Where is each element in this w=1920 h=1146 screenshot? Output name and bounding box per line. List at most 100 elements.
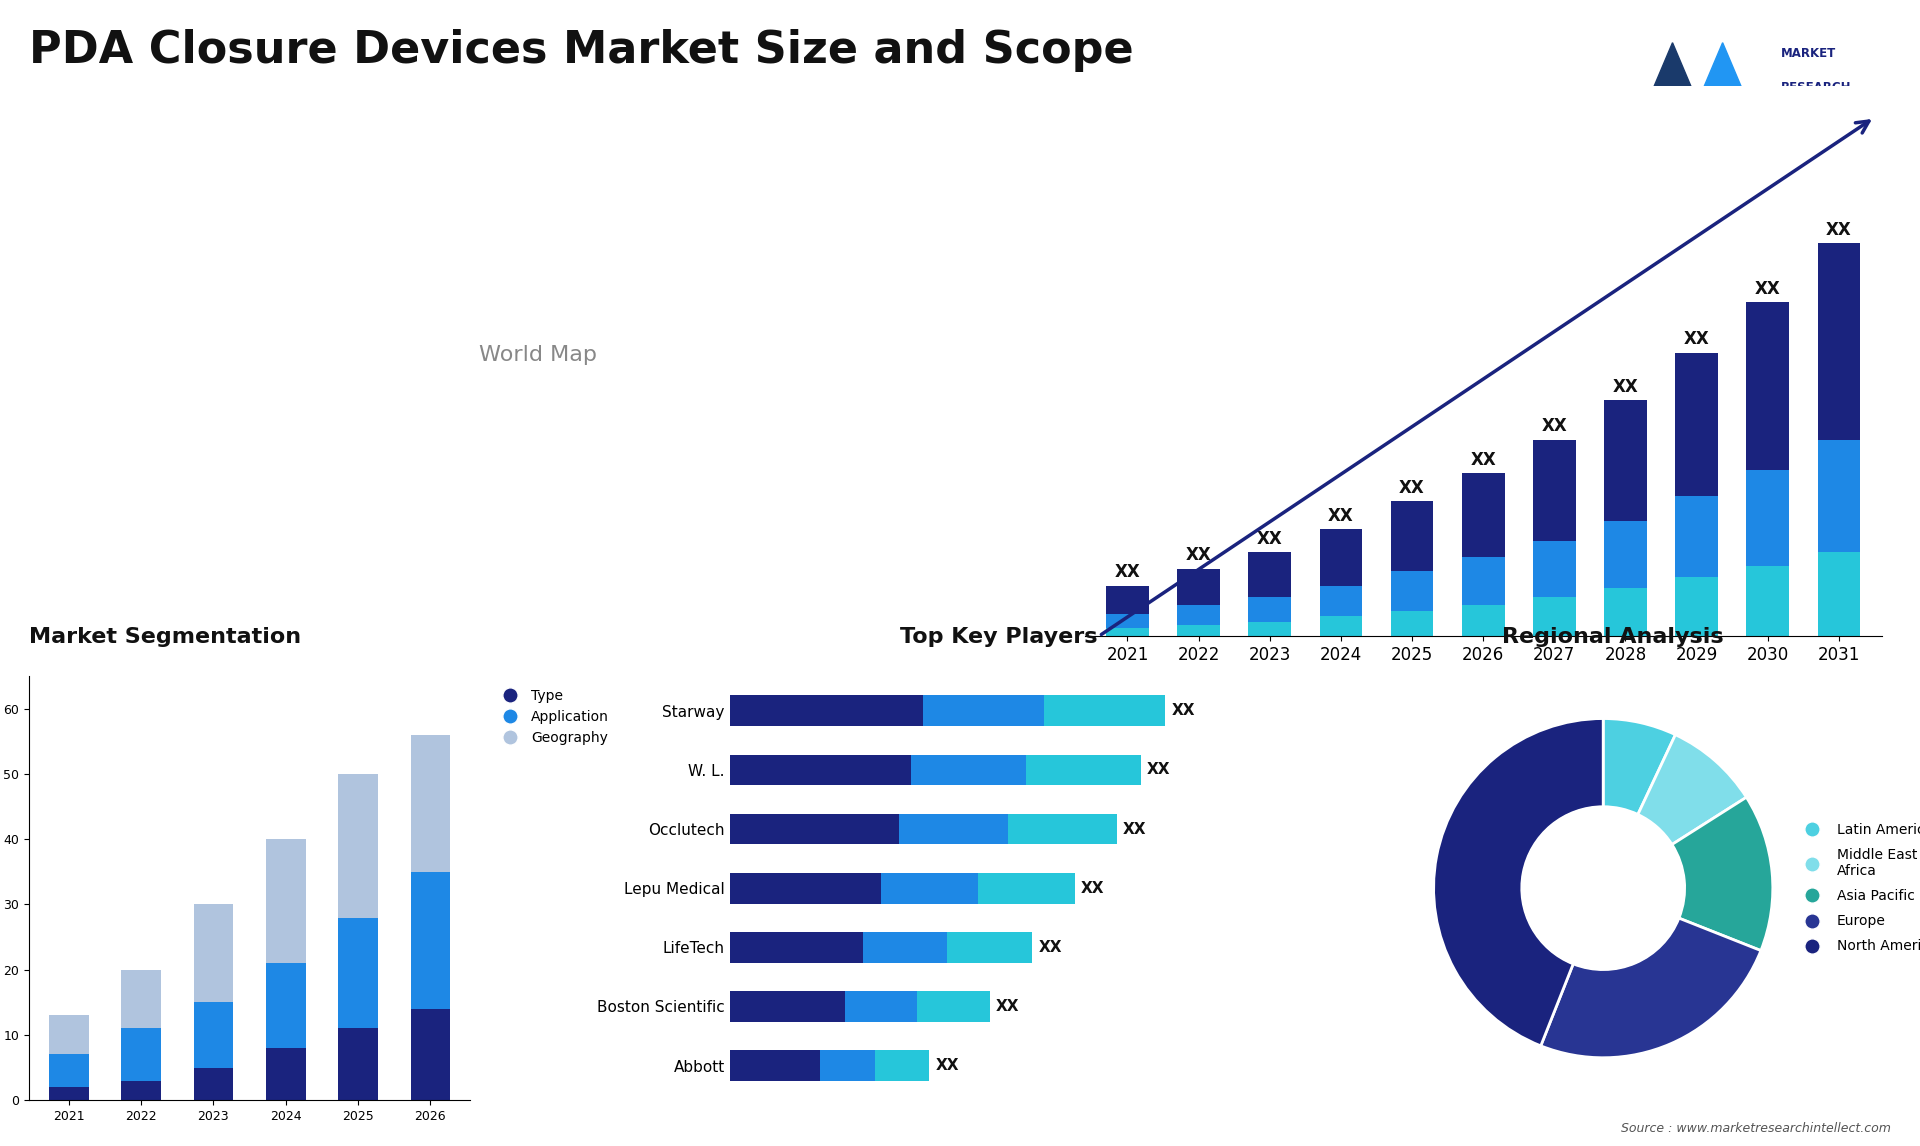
Bar: [730, 754, 912, 785]
Bar: [121, 1028, 161, 1081]
Bar: [730, 696, 924, 727]
Bar: [912, 754, 1025, 785]
Bar: [194, 1003, 234, 1068]
Text: PDA Closure Devices Market Size and Scope: PDA Closure Devices Market Size and Scop…: [29, 29, 1133, 72]
Bar: [1319, 617, 1363, 636]
Bar: [1044, 696, 1165, 727]
Bar: [1818, 243, 1860, 440]
Bar: [1248, 622, 1290, 636]
Text: INTELLECT: INTELLECT: [1782, 116, 1851, 128]
Bar: [411, 1008, 451, 1100]
Bar: [881, 873, 977, 903]
Text: MARKET: MARKET: [1782, 47, 1836, 60]
Bar: [862, 932, 947, 963]
Bar: [1025, 754, 1140, 785]
Bar: [977, 873, 1075, 903]
Text: XX: XX: [1187, 547, 1212, 565]
Bar: [1106, 628, 1148, 636]
Bar: [194, 1068, 234, 1100]
Bar: [1319, 586, 1363, 617]
Text: XX: XX: [1123, 822, 1146, 837]
Bar: [338, 918, 378, 1028]
Bar: [1248, 597, 1290, 622]
Bar: [730, 873, 881, 903]
Text: XX: XX: [1116, 564, 1140, 581]
Bar: [48, 1054, 88, 1088]
Bar: [411, 735, 451, 872]
Bar: [265, 839, 305, 963]
Bar: [48, 1015, 88, 1054]
Bar: [876, 1050, 929, 1081]
Bar: [899, 814, 1008, 845]
Bar: [1008, 814, 1117, 845]
Bar: [194, 904, 234, 1003]
Bar: [730, 991, 845, 1022]
Bar: [1603, 588, 1647, 636]
Legend: Latin America, Middle East &
Africa, Asia Pacific, Europe, North America: Latin America, Middle East & Africa, Asi…: [1793, 817, 1920, 959]
Bar: [1676, 578, 1718, 636]
Text: XX: XX: [1081, 880, 1104, 896]
Bar: [265, 963, 305, 1047]
Bar: [1248, 552, 1290, 597]
Bar: [1177, 605, 1219, 625]
Bar: [1747, 303, 1789, 471]
Text: XX: XX: [1148, 762, 1171, 777]
Wedge shape: [1672, 798, 1772, 950]
Bar: [338, 1028, 378, 1100]
Bar: [121, 970, 161, 1028]
Bar: [924, 696, 1044, 727]
Bar: [1676, 353, 1718, 496]
Bar: [1177, 568, 1219, 605]
Text: XX: XX: [1400, 479, 1425, 497]
Text: XX: XX: [1755, 280, 1780, 298]
Text: Source : www.marketresearchintellect.com: Source : www.marketresearchintellect.com: [1620, 1122, 1891, 1135]
Legend: Type, Application, Geography: Type, Application, Geography: [492, 683, 614, 751]
Bar: [730, 1050, 820, 1081]
Bar: [121, 1081, 161, 1100]
Wedge shape: [1603, 719, 1676, 815]
Wedge shape: [1434, 719, 1603, 1046]
Bar: [1390, 572, 1434, 611]
Bar: [1461, 557, 1505, 605]
Text: XX: XX: [1471, 452, 1496, 469]
Bar: [1461, 473, 1505, 557]
Bar: [1390, 611, 1434, 636]
Bar: [338, 774, 378, 918]
Polygon shape: [1678, 42, 1766, 148]
Bar: [1461, 605, 1505, 636]
Text: RESEARCH: RESEARCH: [1782, 81, 1851, 94]
Bar: [1603, 400, 1647, 521]
Text: XX: XX: [1258, 529, 1283, 548]
Bar: [730, 932, 862, 963]
Text: XX: XX: [1826, 221, 1851, 238]
Text: XX: XX: [1613, 378, 1638, 397]
Bar: [730, 814, 899, 845]
Bar: [411, 872, 451, 1008]
Text: Market Segmentation: Market Segmentation: [29, 628, 301, 647]
Wedge shape: [1638, 735, 1747, 845]
Bar: [1319, 529, 1363, 586]
Bar: [1603, 521, 1647, 588]
Bar: [1106, 586, 1148, 613]
Bar: [1532, 597, 1576, 636]
Bar: [1747, 566, 1789, 636]
Bar: [1532, 541, 1576, 597]
Bar: [48, 1088, 88, 1100]
Circle shape: [1523, 807, 1684, 970]
Bar: [1532, 440, 1576, 541]
Text: XX: XX: [1329, 508, 1354, 525]
Bar: [1818, 552, 1860, 636]
Bar: [1818, 440, 1860, 552]
Text: XX: XX: [996, 999, 1020, 1014]
Bar: [845, 991, 918, 1022]
Text: XX: XX: [1684, 330, 1709, 348]
Bar: [1106, 613, 1148, 628]
Text: XX: XX: [1542, 417, 1567, 435]
Text: Top Key Players: Top Key Players: [900, 628, 1096, 647]
Text: XX: XX: [1171, 704, 1194, 719]
Text: Regional Analysis: Regional Analysis: [1501, 628, 1724, 647]
Text: XX: XX: [1039, 940, 1062, 955]
Text: World Map: World Map: [478, 345, 597, 366]
Bar: [1676, 496, 1718, 578]
Polygon shape: [1628, 42, 1716, 148]
